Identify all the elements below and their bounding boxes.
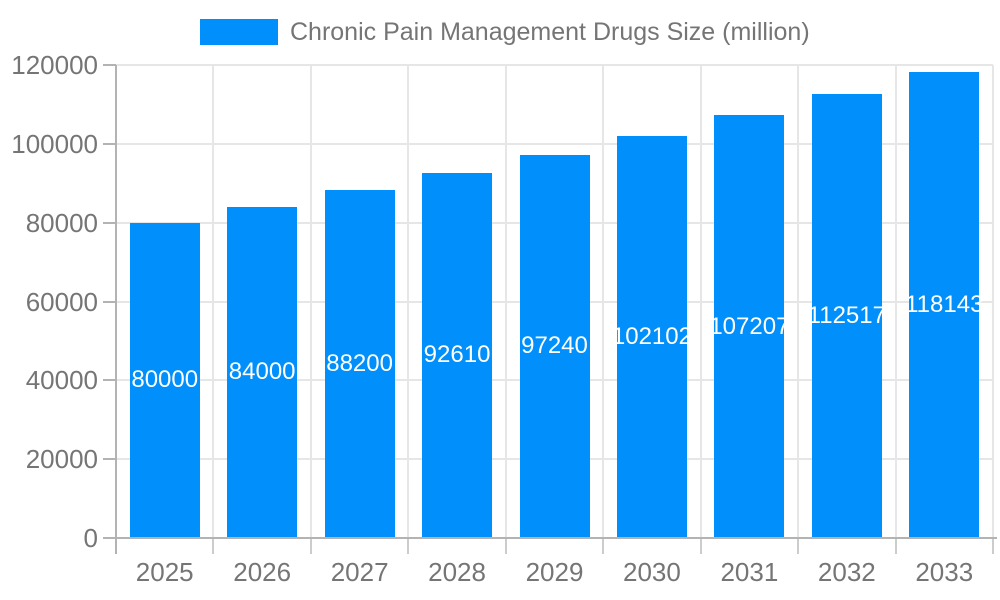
y-tick-mark [103, 537, 116, 539]
y-tick-mark [103, 458, 116, 461]
x-axis-label: 2032 [817, 557, 876, 587]
x-axis-baseline [116, 537, 997, 539]
y-axis-label: 0 [83, 523, 98, 553]
bar-value-label: 102102 [611, 322, 692, 350]
x-axis-label: 2027 [330, 557, 389, 587]
y-tick-mark [103, 379, 116, 382]
bar-value-label: 112517 [807, 302, 886, 330]
bar [422, 172, 493, 538]
legend-swatch [200, 19, 278, 45]
bar-value-label: 97240 [521, 332, 588, 360]
legend-label: Chronic Pain Management Drugs Size (mill… [290, 18, 810, 46]
y-tick-mark [103, 300, 116, 303]
x-tick-mark [407, 538, 410, 554]
x-axis-label: 2026 [233, 557, 292, 587]
x-axis-label: 2031 [720, 557, 779, 587]
x-tick-mark [699, 538, 702, 554]
x-gridline [894, 65, 897, 538]
x-axis-label: 2030 [623, 557, 681, 587]
x-tick-mark [797, 538, 800, 554]
y-axis-label: 80000 [25, 207, 98, 238]
y-gridline [116, 64, 993, 66]
x-tick-mark [992, 538, 994, 554]
y-tick-mark [103, 221, 116, 224]
x-gridline [797, 65, 800, 538]
x-tick-mark [602, 538, 605, 554]
bar-value-label: 88200 [326, 350, 393, 378]
bar [519, 154, 590, 538]
bar [324, 190, 395, 538]
bar [227, 206, 298, 538]
bar-value-label: 84000 [228, 358, 296, 386]
x-tick-mark [894, 538, 897, 554]
x-gridline [699, 65, 702, 538]
y-gridline [116, 142, 993, 145]
x-axis-label: 2025 [135, 557, 194, 587]
bar-value-label: 92610 [423, 341, 491, 369]
bar [129, 222, 200, 538]
y-axis-label: 40000 [25, 365, 98, 396]
x-tick-mark [212, 538, 215, 554]
y-tick-mark [103, 142, 116, 145]
bar [909, 72, 980, 538]
x-tick-mark [504, 538, 507, 554]
x-gridline [602, 65, 605, 538]
x-axis-label: 2029 [525, 557, 584, 587]
x-gridline [407, 65, 410, 538]
bar [714, 115, 785, 538]
x-gridline [212, 65, 215, 538]
y-axis-line [115, 65, 117, 554]
bar-value-label: 80000 [131, 366, 199, 394]
y-axis-label: 120000 [11, 50, 98, 80]
x-gridline [504, 65, 507, 538]
bar-value-label: 107207 [709, 312, 790, 340]
x-gridline [992, 65, 994, 538]
y-axis-label: 60000 [25, 286, 98, 317]
x-gridline [309, 65, 312, 538]
bar [616, 135, 687, 538]
y-axis-label: 20000 [25, 444, 98, 475]
x-axis-label: 2028 [428, 557, 486, 587]
bar-value-label: 118143 [905, 291, 984, 319]
bar [811, 94, 882, 538]
x-axis-label: 2033 [915, 557, 974, 587]
x-tick-mark [309, 538, 312, 554]
y-axis-label: 100000 [11, 128, 98, 159]
y-tick-mark [103, 64, 116, 66]
